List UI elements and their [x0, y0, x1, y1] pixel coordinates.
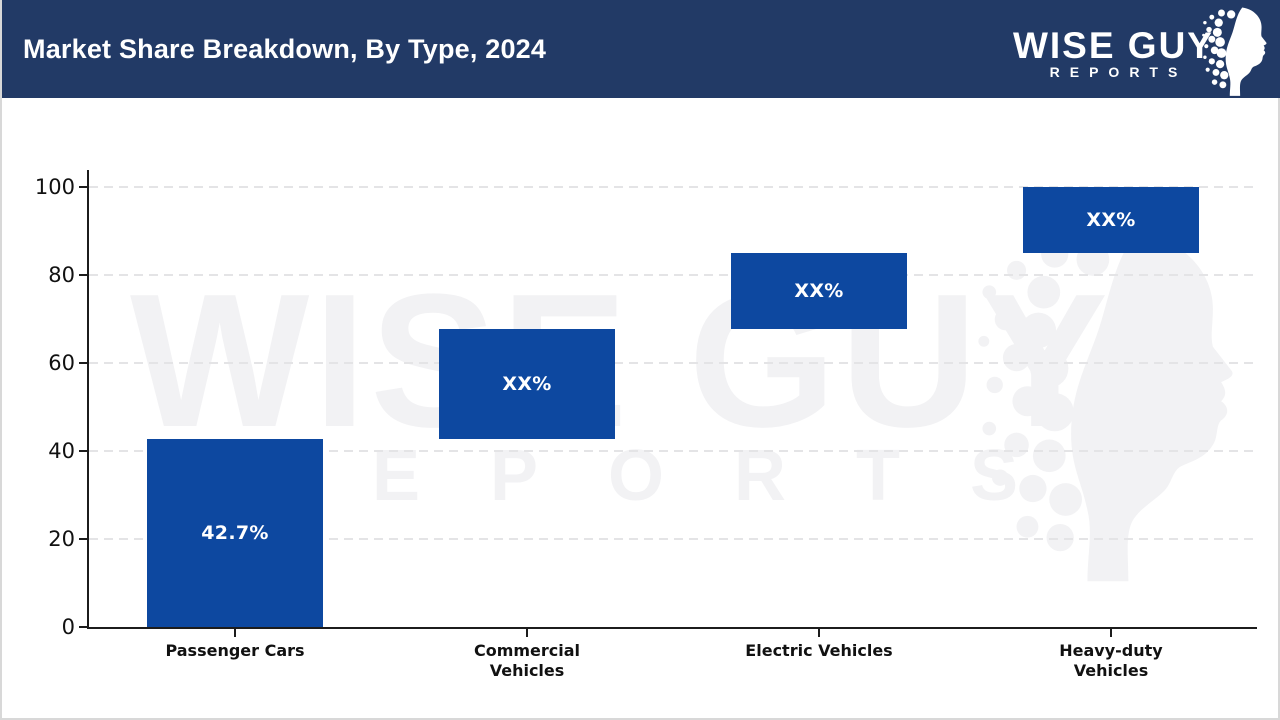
category-label: Heavy-duty Vehicles [1059, 641, 1163, 680]
chart-title: Market Share Breakdown, By Type, 2024 [23, 33, 547, 64]
brand-face-icon [1202, 7, 1267, 96]
waterfall-chart: 0 20 40 60 80 100 42.7% Passenger Cars XX% Commer… [35, 170, 1257, 680]
bar-value-label: XX% [502, 373, 552, 396]
bar-segment: XX% [731, 253, 907, 330]
y-tick-mark [79, 626, 87, 628]
gridline [89, 186, 1257, 188]
brand-logo: WISE GUY REPORTS [1013, 4, 1274, 96]
x-tick-mark [1110, 629, 1112, 637]
bar-value-label: 42.7% [201, 522, 269, 545]
header-bar: Market Share Breakdown, By Type, 2024 WI… [2, 0, 1280, 98]
bar-value-label: XX% [794, 280, 844, 303]
y-tick-label: 60 [48, 351, 75, 375]
gridline [89, 274, 1257, 276]
watermark-wordmark: WISE GUY [130, 255, 1113, 467]
category-label: Passenger Cars [165, 641, 305, 660]
category-label: Electric Vehicles [745, 641, 893, 660]
bar-value-label: XX% [1086, 209, 1136, 231]
x-tick-mark [526, 629, 528, 637]
y-tick-mark [79, 450, 87, 452]
x-tick-mark [234, 629, 236, 637]
watermark-face-icon [978, 232, 1233, 582]
watermark-reports: REPORTS [250, 436, 1089, 516]
brand-subname: REPORTS [1049, 64, 1188, 81]
gridline [89, 450, 1257, 452]
brand-name: WISE GUY [1012, 24, 1214, 66]
brand-logo-text: WISE GUY REPORTS [1012, 24, 1214, 81]
category-label: Commercial Vehicles [473, 641, 581, 680]
y-tick-label: 80 [48, 263, 75, 287]
y-tick-mark [79, 538, 87, 540]
y-tick-mark [79, 362, 87, 364]
bar-segment: 42.7% [147, 439, 323, 627]
bar-segment: XX% [1023, 187, 1199, 253]
y-tick-mark [79, 186, 87, 188]
gridline [89, 362, 1257, 364]
gridline [89, 538, 1257, 540]
y-tick-mark [79, 274, 87, 276]
y-tick-label: 40 [48, 439, 75, 463]
y-tick-label: 0 [61, 615, 75, 639]
x-tick-mark [818, 629, 820, 637]
bar-segment: XX% [439, 329, 615, 440]
y-tick-label: 20 [48, 527, 75, 551]
y-tick-label: 100 [34, 175, 75, 199]
